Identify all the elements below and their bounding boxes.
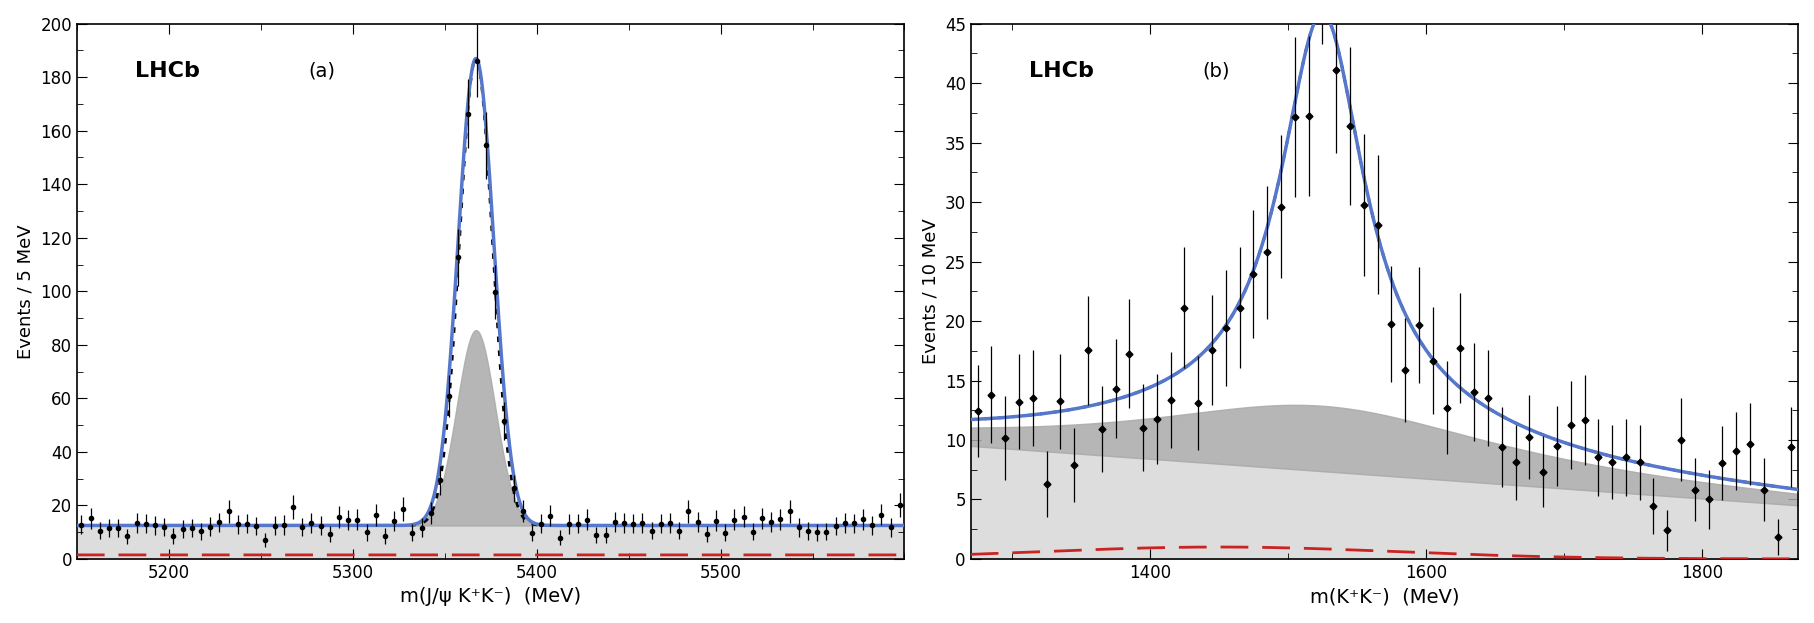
X-axis label: m(K⁺K⁻)  (MeV): m(K⁺K⁻) (MeV) (1310, 587, 1458, 606)
Text: LHCb: LHCb (1029, 61, 1092, 81)
Text: (b): (b) (1201, 61, 1230, 80)
Y-axis label: Events / 5 MeV: Events / 5 MeV (16, 224, 34, 359)
Text: LHCb: LHCb (134, 61, 200, 81)
Y-axis label: Events / 10 MeV: Events / 10 MeV (922, 219, 938, 364)
X-axis label: m(J/ψ K⁺K⁻)  (MeV): m(J/ψ K⁺K⁻) (MeV) (399, 587, 580, 606)
Text: (a): (a) (308, 61, 336, 80)
